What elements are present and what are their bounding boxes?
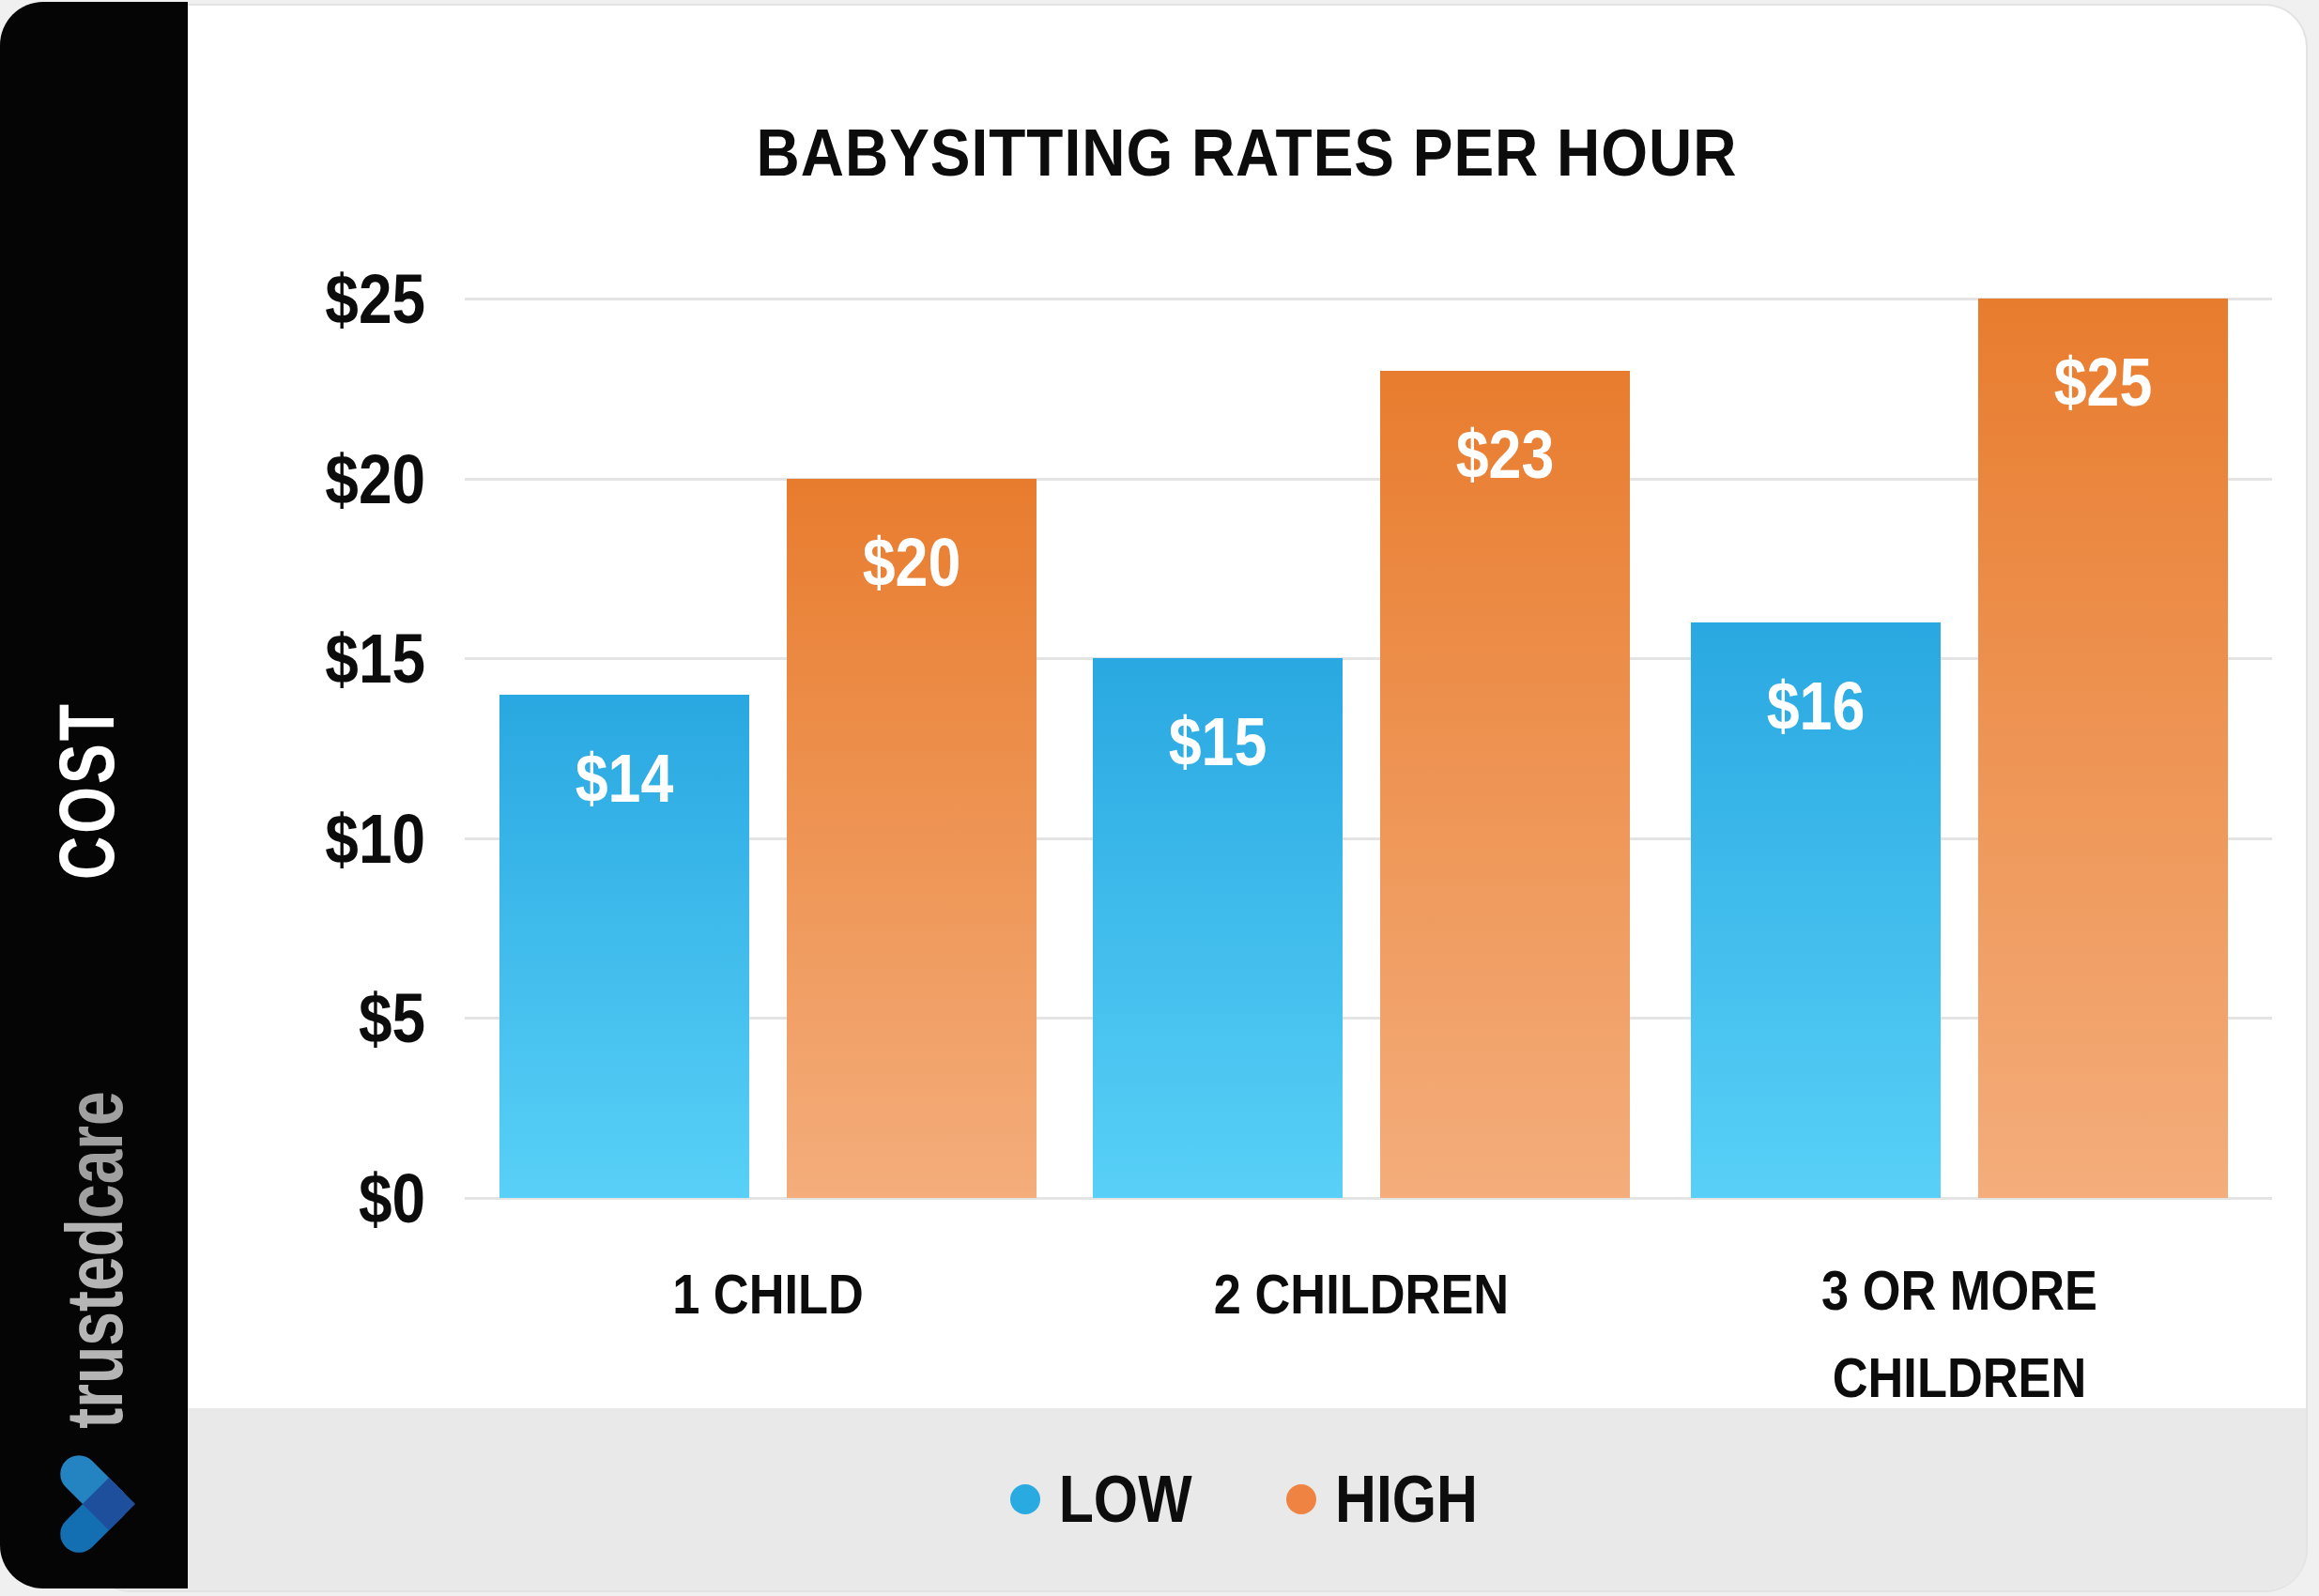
- y-tick-label: $15: [161, 610, 425, 706]
- bar-high-3: $25: [1978, 299, 2228, 1198]
- y-tick-label: $10: [161, 790, 425, 886]
- brand-wordmark: trustedcare: [40, 1023, 147, 1496]
- legend-item-low: LOW: [1010, 1465, 1195, 1534]
- legend-label: LOW: [1059, 1461, 1192, 1537]
- legend-dot-low: [1010, 1484, 1040, 1514]
- bar-low-2: $15: [1093, 658, 1343, 1198]
- y-tick-label: $5: [161, 971, 425, 1067]
- legend-dot-high: [1286, 1484, 1316, 1514]
- x-category-label: 2 CHILDREN: [1143, 1251, 1580, 1339]
- x-category-label: 1 CHILD: [549, 1251, 987, 1339]
- bar-value-label: $23: [1387, 364, 1624, 492]
- brand-trusted: trusted: [48, 1219, 141, 1429]
- y-tick-label: $25: [161, 251, 425, 346]
- x-category-label: 3 OR MORE CHILDREN: [1741, 1247, 2178, 1422]
- y-tick-label: $0: [161, 1150, 425, 1246]
- bar-low-3: $16: [1691, 622, 1941, 1198]
- bar-value-label: $16: [1697, 617, 1935, 744]
- bar-value-label: $25: [1985, 293, 2222, 421]
- infographic-page: BABYSITTING RATES PER HOUR $25$20$15$10$…: [0, 0, 2319, 1596]
- bar-value-label: $14: [506, 688, 744, 816]
- bar-chart: BABYSITTING RATES PER HOUR $25$20$15$10$…: [0, 0, 2319, 1596]
- sidebar: COST trustedcare: [0, 2, 188, 1588]
- legend: LOW HIGH: [188, 1408, 2304, 1590]
- bar-high-2: $23: [1380, 371, 1630, 1198]
- y-axis-title: COST: [32, 593, 142, 988]
- bar-high-1: $20: [787, 479, 1037, 1198]
- brand-care: care: [48, 1091, 141, 1219]
- y-tick-label: $20: [161, 431, 425, 527]
- legend-label: HIGH: [1335, 1461, 1478, 1537]
- trustedcare-heart-icon: [58, 1453, 139, 1555]
- legend-item-high: HIGH: [1286, 1465, 1482, 1534]
- bar-value-label: $20: [793, 472, 1031, 600]
- bar-value-label: $15: [1099, 652, 1337, 780]
- bar-low-1: $14: [499, 695, 749, 1198]
- chart-title: BABYSITTING RATES PER HOUR: [311, 114, 2183, 191]
